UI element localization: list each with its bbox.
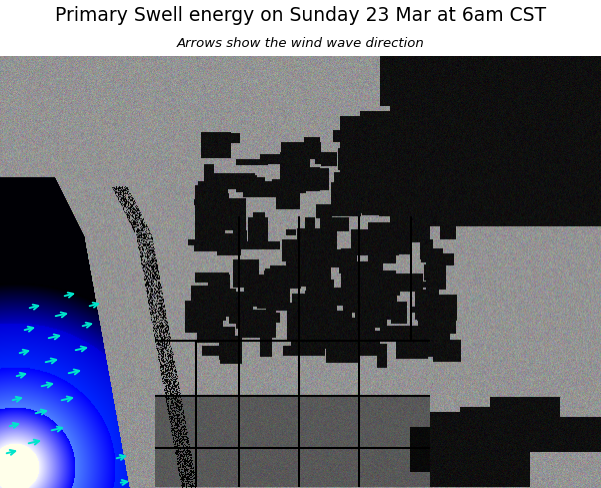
Text: Primary Swell energy on Sunday 23 Mar at 6am CST: Primary Swell energy on Sunday 23 Mar at… xyxy=(55,6,546,25)
Text: Arrows show the wind wave direction: Arrows show the wind wave direction xyxy=(177,37,424,50)
